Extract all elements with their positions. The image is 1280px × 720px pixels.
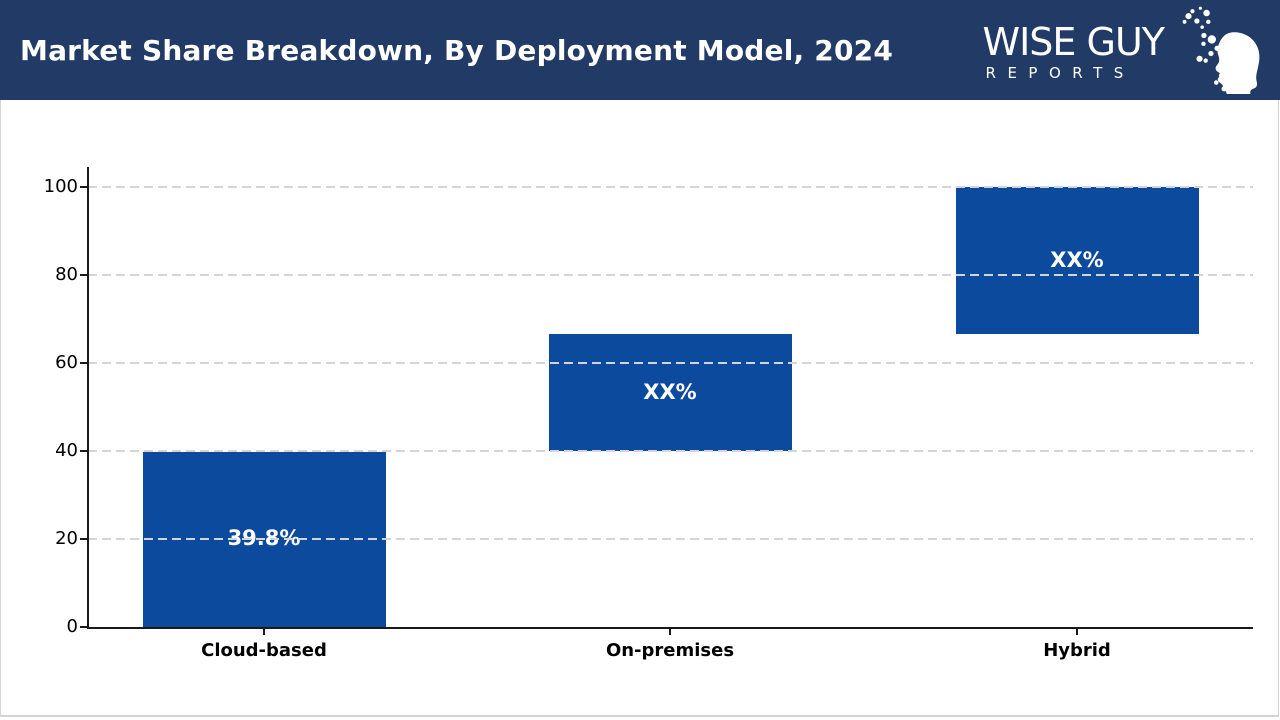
wise-guy-reports-logo: WISE GUY REPORTS [983,0,1272,100]
x-axis-line [87,627,1253,629]
bar-value-label: XX% [1050,247,1104,272]
y-tick-label-60: 60 [55,352,78,373]
category-label-on-premises: On-premises [605,640,735,661]
gridline-80 [88,274,1253,276]
y-tick-label-80: 80 [55,264,78,285]
category-label-hybrid: Hybrid [1043,640,1111,661]
bar-value-label: XX% [643,379,697,404]
x-tick-on-premises [669,627,671,635]
logo-text: WISE GUY REPORTS [982,20,1165,82]
logo-head-icon [1182,6,1260,94]
y-tick-40 [80,450,88,452]
y-tick-60 [80,362,88,364]
x-tick-cloud-based [263,627,265,635]
y-tick-label-0: 0 [66,616,78,637]
gridline-60 [88,362,1253,364]
y-tick-100 [80,186,88,188]
y-tick-label-40: 40 [55,440,78,461]
gridline-20 [88,538,1253,540]
header-bar: Market Share Breakdown, By Deployment Mo… [0,0,1280,100]
gridline-40 [88,450,1253,452]
y-tick-label-20: 20 [55,528,78,549]
y-tick-0 [80,626,88,628]
y-tick-20 [80,538,88,540]
y-axis-line [87,167,89,629]
bar-hybrid: XX% [955,187,1199,335]
category-label-cloud-based: Cloud-based [201,640,327,661]
plot-area: 0 20 40 60 80 100 39.8% Cloud-based XX% On-premis… [0,100,1280,720]
bar-on-premises: XX% [548,334,792,451]
y-tick-label-100: 100 [43,176,78,197]
logo-wise-guy-text: WISE GUY [982,20,1165,64]
page-title: Market Share Breakdown, By Deployment Mo… [20,33,894,67]
gridline-100 [88,186,1253,188]
x-tick-hybrid [1076,627,1078,635]
y-tick-80 [80,274,88,276]
logo-reports-text: REPORTS [985,64,1135,82]
